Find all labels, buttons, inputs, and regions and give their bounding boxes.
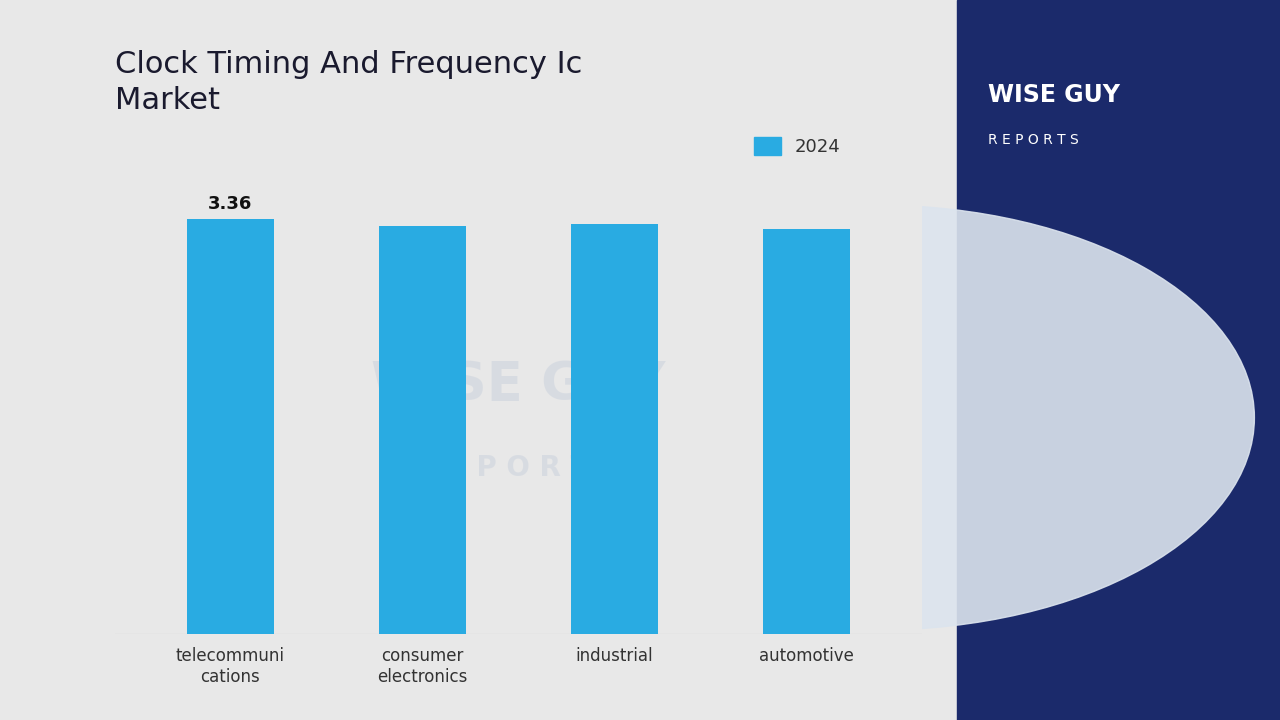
Bar	[187, 219, 274, 634]
Text: WISE GUY: WISE GUY	[371, 359, 666, 411]
Text: Clock Timing And Frequency Ic
Market: Clock Timing And Frequency Ic Market	[115, 50, 582, 115]
Text: R E P O R T S: R E P O R T S	[988, 133, 1079, 147]
Bar	[763, 229, 850, 634]
Text: 3.36: 3.36	[209, 194, 252, 212]
Bar	[571, 224, 658, 634]
Legend: 2024: 2024	[746, 130, 849, 163]
Text: R E P O R T S: R E P O R T S	[417, 454, 620, 482]
Bar	[379, 226, 466, 634]
Text: WISE GUY: WISE GUY	[988, 83, 1120, 107]
